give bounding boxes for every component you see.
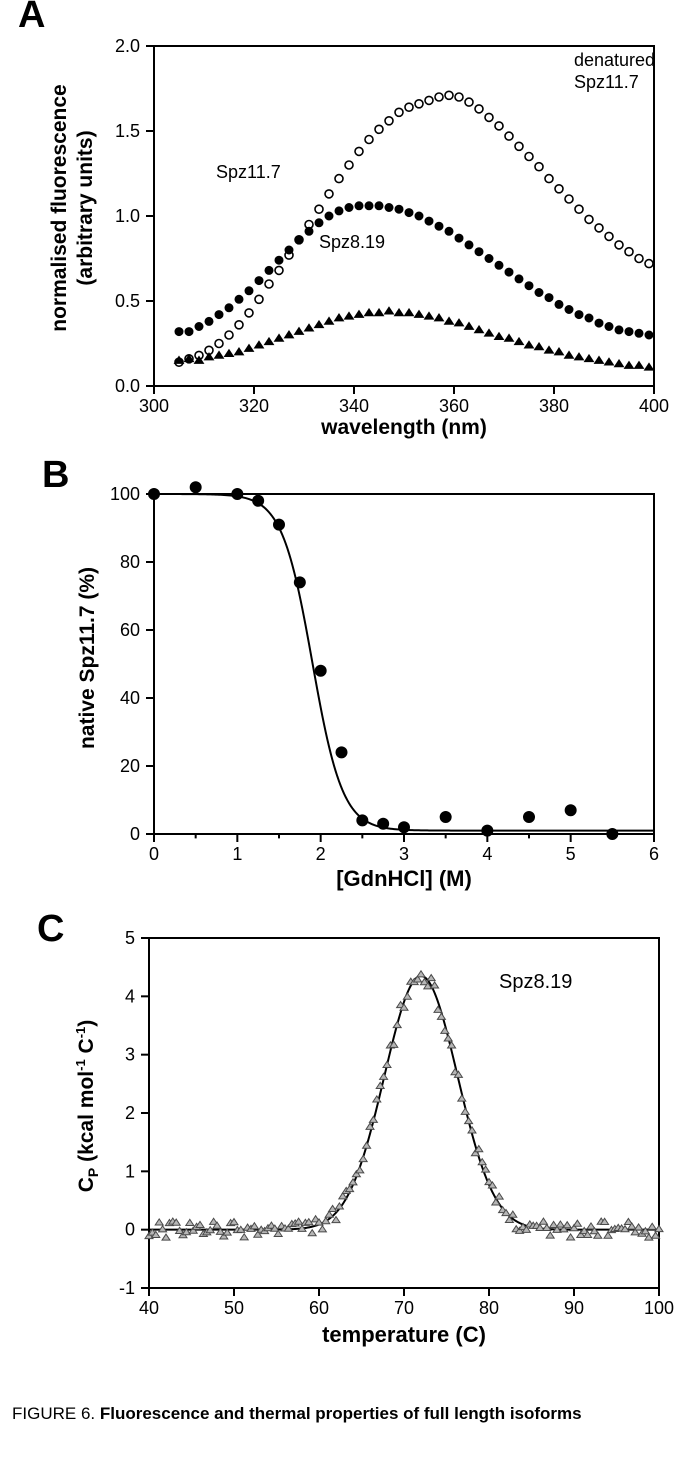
panel-a-ylabel-line1: normalised fluorescence	[48, 28, 72, 388]
cp-c2: C	[75, 1038, 98, 1053]
svg-text:340: 340	[339, 396, 369, 416]
svg-text:6: 6	[649, 844, 659, 864]
svg-text:0: 0	[125, 1220, 135, 1240]
svg-text:20: 20	[120, 756, 140, 776]
svg-text:40: 40	[139, 1298, 159, 1318]
svg-text:4: 4	[125, 986, 135, 1006]
svg-text:0: 0	[130, 824, 140, 844]
svg-text:5: 5	[566, 844, 576, 864]
panel-a: A 3003203403603804000.00.51.01.52.0denat…	[14, 8, 684, 448]
cp-sup1: -1	[73, 1059, 88, 1071]
cp-c: C	[75, 1177, 98, 1192]
svg-text:0: 0	[149, 844, 159, 864]
panel-b-svg: 0123456020406080100	[14, 472, 684, 902]
svg-text:70: 70	[394, 1298, 414, 1318]
svg-text:300: 300	[139, 396, 169, 416]
panel-a-svg: 300 320 340 360 380 400 0.0 0.5 1.0 1.5 2.0 denatur…	[14, 8, 684, 448]
svg-text:3: 3	[125, 1045, 135, 1065]
panel-b: B 0123456020406080100 native Spz11.7 (%)…	[14, 472, 684, 902]
svg-text:40: 40	[120, 688, 140, 708]
svg-text:4: 4	[482, 844, 492, 864]
svg-text:Spz8.19: Spz8.19	[319, 232, 385, 252]
svg-text:80: 80	[120, 552, 140, 572]
panel-b-ylabel: native Spz11.7 (%)	[76, 488, 100, 828]
svg-text:360: 360	[439, 396, 469, 416]
svg-text:60: 60	[120, 620, 140, 640]
svg-text:2.0: 2.0	[115, 36, 140, 56]
svg-text:380: 380	[539, 396, 569, 416]
cp-close: )	[75, 1020, 98, 1027]
svg-text:100: 100	[110, 484, 140, 504]
svg-text:1: 1	[232, 844, 242, 864]
svg-text:Spz11.7: Spz11.7	[216, 162, 281, 182]
panel-c: C 405060708090100-1012345Spz8.19 CP (kca…	[9, 926, 689, 1376]
svg-text:60: 60	[309, 1298, 329, 1318]
svg-text:320: 320	[239, 396, 269, 416]
svg-text:80: 80	[479, 1298, 499, 1318]
panel-a-xlabel: wavelength (nm)	[154, 416, 654, 440]
svg-text:400: 400	[639, 396, 669, 416]
panel-b-xlabel: [GdnHCl] (M)	[154, 866, 654, 892]
svg-text:2: 2	[316, 844, 326, 864]
panel-a-ylabel-line2: (arbitrary units)	[74, 48, 98, 368]
svg-text:1.0: 1.0	[115, 206, 140, 226]
svg-text:1.5: 1.5	[115, 121, 140, 141]
panel-c-ylabel: CP (kcal mol-1 C-1)	[73, 936, 101, 1276]
svg-text:100: 100	[644, 1298, 674, 1318]
svg-text:-1: -1	[119, 1278, 135, 1298]
svg-text:2: 2	[125, 1103, 135, 1123]
panel-c-xlabel: temperature (C)	[149, 1322, 659, 1348]
svg-text:Spz11.7: Spz11.7	[574, 72, 639, 92]
svg-text:0.0: 0.0	[115, 376, 140, 396]
svg-text:50: 50	[224, 1298, 244, 1318]
cp-sup2: -1	[73, 1027, 88, 1039]
panel-c-svg: 40 50 60 70 80 90 100 -1 0 1 2 3 4 5 Spz8.19	[9, 926, 689, 1376]
svg-text:denatured: denatured	[574, 50, 655, 70]
svg-text:1: 1	[125, 1161, 135, 1181]
cp-p: P	[85, 1168, 101, 1177]
svg-text:90: 90	[564, 1298, 584, 1318]
svg-text:0.5: 0.5	[115, 291, 140, 311]
svg-text:Spz8.19: Spz8.19	[499, 971, 572, 993]
svg-text:3: 3	[399, 844, 409, 864]
figure-caption: FIGURE 6. Fluorescence and thermal prope…	[6, 1404, 692, 1424]
svg-text:5: 5	[125, 928, 135, 948]
cp-rest: (kcal mol	[75, 1071, 98, 1162]
figure: A 3003203403603804000.00.51.01.52.0denat…	[0, 0, 698, 1424]
